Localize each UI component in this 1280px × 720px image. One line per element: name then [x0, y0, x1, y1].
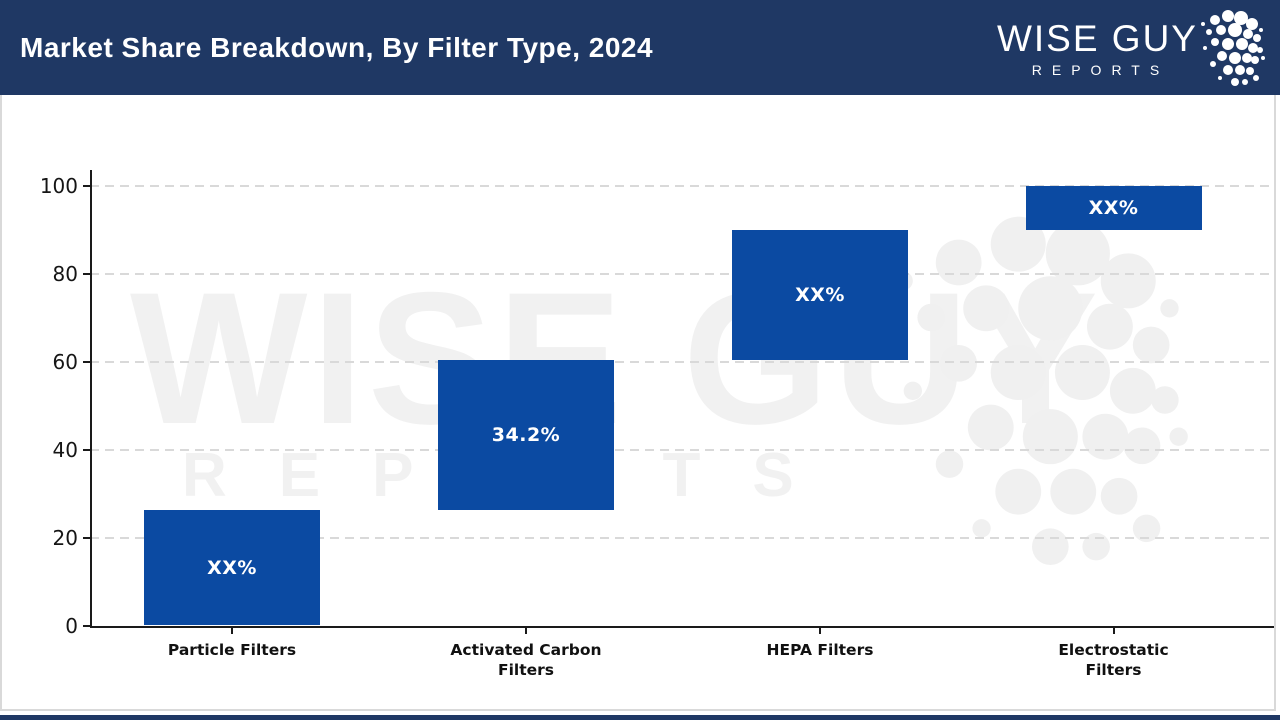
bar-hepa-filters: XX% [732, 230, 908, 361]
y-tick-label: 0 [65, 613, 78, 638]
bar-value-label: XX% [207, 556, 257, 579]
y-tick-label: 60 [52, 349, 78, 374]
x-tick-mark [231, 626, 233, 634]
y-tick-mark [83, 624, 90, 627]
header: Market Share Breakdown, By Filter Type, … [0, 0, 1280, 95]
category-label-line: Activated Carbon [450, 640, 602, 659]
y-tick-label: 100 [39, 174, 78, 199]
watermark-face-icon [894, 216, 1188, 565]
footer-accent-bar [0, 715, 1280, 720]
logo-line2: REPORTS [1031, 62, 1170, 78]
gridline-20 [90, 536, 1274, 539]
category-label-1: Particle Filters [102, 640, 362, 660]
y-tick-mark [83, 536, 90, 539]
category-label-2: Activated Carbon Filters [396, 640, 656, 680]
watermark-wiseguy-text: WISE GUY [130, 253, 1103, 463]
y-tick-mark [83, 448, 90, 451]
category-label-line: Filters [1085, 660, 1142, 679]
y-tick-label: 40 [52, 437, 78, 462]
category-label-line: Electrostatic [1058, 640, 1169, 659]
x-axis-line [90, 625, 1274, 628]
category-label-line: Filters [497, 660, 554, 679]
page-title: Market Share Breakdown, By Filter Type, … [20, 31, 654, 63]
y-tick-mark [83, 185, 90, 188]
y-tick-mark [83, 272, 90, 275]
gridline-60 [90, 360, 1274, 363]
y-axis-line [90, 170, 92, 628]
bar-activated-carbon-filters: 34.2% [438, 360, 614, 511]
gridline-100 [90, 185, 1274, 188]
logo-line1: WISE GUY [996, 18, 1198, 59]
y-tick-label: 80 [52, 261, 78, 286]
x-tick-mark [819, 626, 821, 634]
logo-wordmark: WISE GUY REPORTS [997, 18, 1198, 78]
x-tick-mark [525, 626, 527, 634]
gridline-40 [90, 448, 1274, 451]
dotted-face-icon [1201, 10, 1265, 86]
bar-particle-filters: XX% [144, 510, 320, 626]
wise-guy-logo: WISE GUY REPORTS [997, 6, 1266, 90]
y-tick-mark [83, 360, 90, 363]
bar-value-label: XX% [1088, 197, 1139, 220]
bar-electrostatic-filters: XX% [1025, 186, 1202, 231]
category-label-3: HEPA Filters [690, 640, 950, 660]
category-label-4: Electrostatic Filters [984, 640, 1244, 680]
plot-area: WISE GUY REPORTS 020406080100XX%Particle… [0, 95, 1276, 711]
category-label-line: HEPA Filters [766, 640, 874, 659]
category-label-line: Particle Filters [167, 640, 297, 659]
gridline-80 [90, 272, 1274, 275]
y-tick-label: 20 [52, 525, 78, 550]
bar-value-label: 34.2% [491, 424, 561, 447]
x-tick-mark [1112, 626, 1115, 634]
bar-value-label: XX% [795, 284, 845, 307]
